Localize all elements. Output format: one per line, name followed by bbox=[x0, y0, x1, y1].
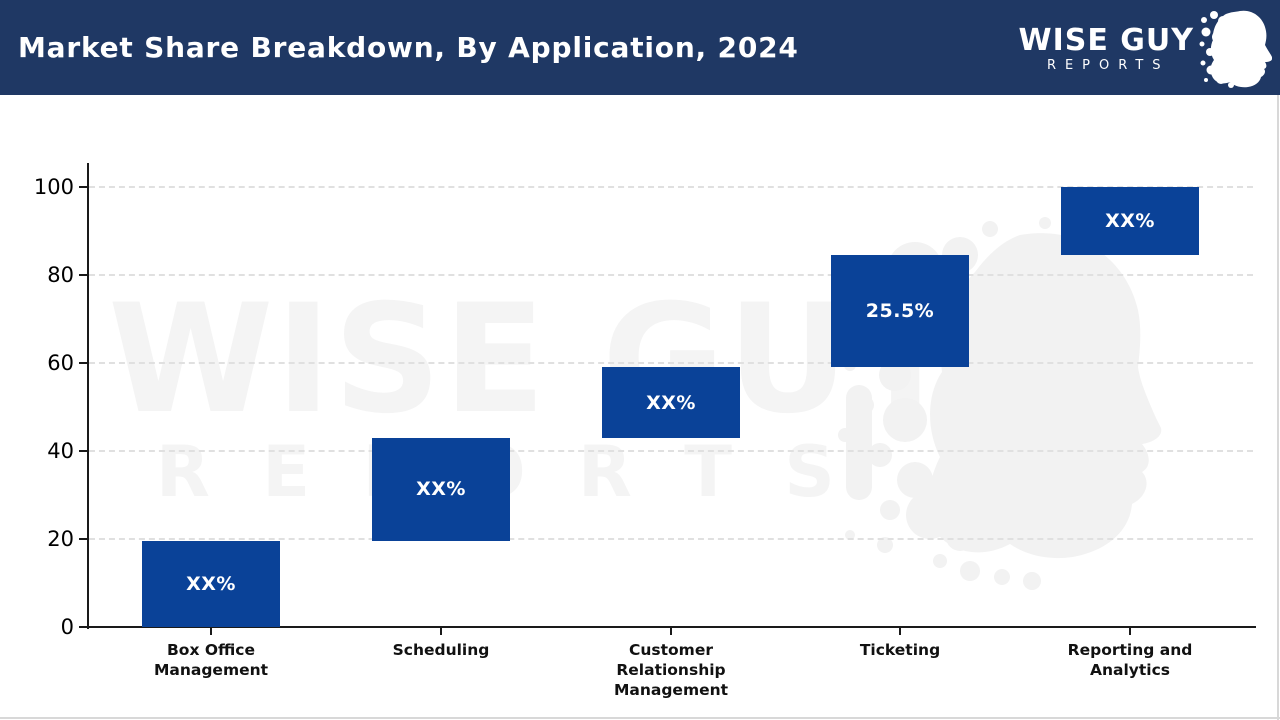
wiseguy-logo: WISE GUY REPORTS bbox=[1018, 8, 1274, 88]
gridline bbox=[89, 450, 1253, 452]
x-tick-label: Box Office Management bbox=[153, 641, 269, 679]
y-tick-label: 100 bbox=[33, 175, 74, 199]
x-tick-mark bbox=[1129, 628, 1131, 635]
gridline bbox=[89, 538, 1253, 540]
bar: 25.5% bbox=[831, 255, 969, 368]
x-tick-label: Scheduling bbox=[392, 641, 490, 659]
frame-edge-bottom bbox=[0, 717, 1280, 719]
bar-value-label: 25.5% bbox=[865, 300, 935, 323]
x-tick-label: Ticketing bbox=[859, 641, 941, 659]
y-tick-label: 80 bbox=[47, 263, 74, 287]
logo-face-icon bbox=[1199, 10, 1272, 88]
bar: XX% bbox=[602, 367, 740, 438]
x-tick-label: Reporting and Analytics bbox=[1067, 641, 1193, 679]
logo-wordmark: WISE GUY bbox=[1018, 22, 1194, 58]
header: Market Share Breakdown, By Application, … bbox=[0, 0, 1280, 95]
bar-value-label: XX% bbox=[646, 391, 696, 414]
x-axis-spine bbox=[87, 626, 1256, 628]
y-tick-mark bbox=[79, 538, 88, 540]
gridline bbox=[89, 186, 1253, 188]
y-tick-label: 0 bbox=[60, 615, 74, 639]
plot-area: WISE GUY R E P O R T S XX%XX%XX%25.5%XX%… bbox=[0, 95, 1280, 720]
logo-text: WISE GUY REPORTS bbox=[1018, 24, 1194, 73]
gridline bbox=[89, 274, 1253, 276]
y-tick-mark bbox=[79, 274, 88, 276]
x-tick-mark bbox=[670, 628, 672, 635]
y-axis-spine bbox=[87, 163, 89, 629]
chart-title: Market Share Breakdown, By Application, … bbox=[18, 31, 799, 64]
bar: XX% bbox=[1061, 187, 1199, 256]
gridline bbox=[89, 362, 1253, 364]
x-tick-mark bbox=[440, 628, 442, 635]
x-tick-mark bbox=[899, 628, 901, 635]
bar: XX% bbox=[142, 541, 280, 627]
x-tick-mark bbox=[210, 628, 212, 635]
y-tick-mark bbox=[79, 362, 88, 364]
frame-edge-right bbox=[1277, 95, 1279, 720]
y-tick-mark bbox=[79, 626, 88, 628]
bar-value-label: XX% bbox=[1105, 210, 1155, 233]
y-tick-label: 60 bbox=[47, 351, 74, 375]
bar-value-label: XX% bbox=[186, 573, 236, 596]
bar: XX% bbox=[372, 437, 510, 542]
x-tick-label: Customer Relationship Management bbox=[613, 641, 729, 699]
y-tick-label: 20 bbox=[47, 527, 74, 551]
watermark-wordmark: WISE GUY bbox=[108, 273, 962, 447]
logo-subtext: REPORTS bbox=[1046, 57, 1170, 73]
y-tick-label: 40 bbox=[47, 439, 74, 463]
y-tick-mark bbox=[79, 186, 88, 188]
bar-value-label: XX% bbox=[416, 478, 466, 501]
y-tick-mark bbox=[79, 450, 88, 452]
